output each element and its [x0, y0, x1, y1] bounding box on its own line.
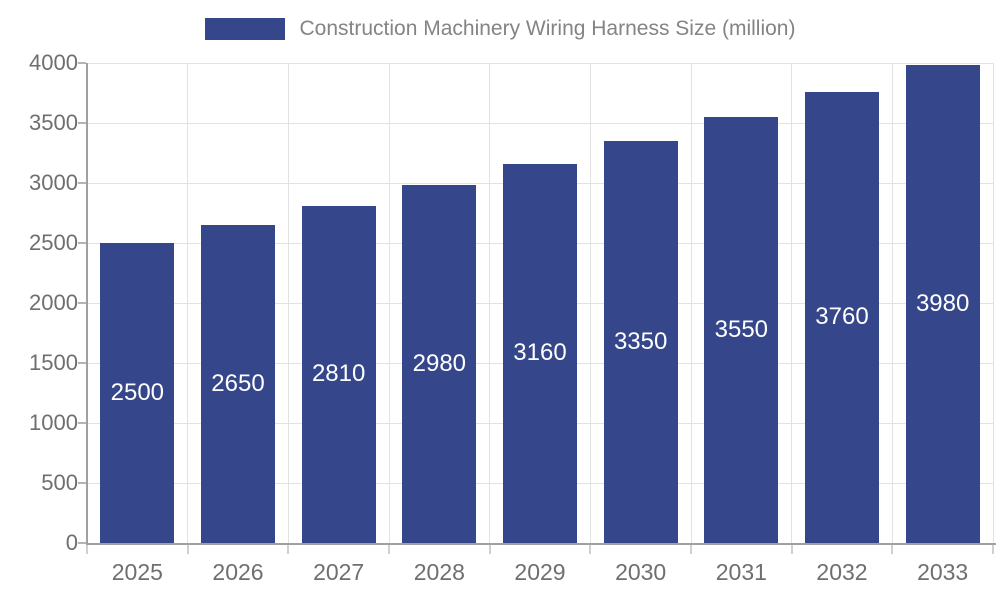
- x-axis-tick: [488, 545, 491, 554]
- bar-value-label: 2650: [211, 370, 265, 397]
- gridline-vertical: [690, 63, 692, 543]
- x-axis-tick-label: 2033: [917, 559, 969, 585]
- bar-2032[interactable]: 3760: [805, 91, 879, 543]
- x-axis-tick: [690, 545, 692, 554]
- y-axis-tick-label: 4000: [29, 50, 78, 75]
- gridline-vertical: [489, 63, 491, 543]
- y-axis-tick: [78, 182, 86, 184]
- x-axis-tick: [589, 545, 592, 554]
- bar-value-label: 2980: [412, 350, 467, 378]
- y-axis-tick: [78, 362, 86, 364]
- gridline-vertical: [992, 63, 994, 543]
- legend[interactable]: Construction Machinery Wiring Harness Si…: [0, 14, 1000, 44]
- y-axis-tick: [78, 482, 86, 484]
- gridline-vertical: [287, 63, 289, 543]
- y-axis-tick-label: 2500: [29, 230, 78, 255]
- x-axis-tick-label: 2029: [514, 559, 566, 585]
- y-axis-tick-label: 500: [41, 470, 78, 495]
- x-axis-tick-label: 2032: [816, 559, 868, 585]
- x-axis-tick-label: 2030: [615, 559, 667, 585]
- bar-2025[interactable]: 2500: [100, 243, 175, 543]
- bar-2033[interactable]: 3980: [905, 65, 980, 543]
- bar-2028[interactable]: 2980: [402, 185, 477, 543]
- bar-value-label: 3550: [714, 316, 769, 343]
- y-axis-tick-label: 3500: [29, 110, 78, 135]
- bar-value-label: 2810: [311, 360, 366, 388]
- bar-value-label: 3760: [815, 303, 869, 331]
- x-axis-tick: [388, 545, 390, 554]
- y-axis-tick-label: 2000: [29, 290, 78, 315]
- y-axis-tick-label: 1500: [29, 350, 78, 375]
- gridline-vertical: [791, 63, 793, 543]
- bar-2030[interactable]: 3350: [603, 141, 678, 543]
- bar-2026[interactable]: 2650: [201, 225, 275, 543]
- y-axis-tick: [78, 542, 86, 544]
- x-axis-tick: [287, 545, 290, 554]
- plot-area: 2500 2650 2810 2980 3160 3350 3550 3760 3980: [87, 62, 994, 543]
- x-axis-tick-label: 2031: [715, 559, 767, 585]
- x-axis-line: [86, 543, 996, 545]
- bar-value-label: 3350: [613, 328, 668, 355]
- y-axis-tick: [78, 62, 86, 64]
- x-axis-tick: [186, 545, 189, 554]
- y-axis-tick: [78, 242, 86, 244]
- gridline-vertical: [891, 63, 893, 543]
- legend-label: Construction Machinery Wiring Harness Si…: [299, 17, 796, 40]
- y-axis-tick-label: 0: [65, 530, 78, 555]
- bar-value-label: 3160: [513, 339, 567, 367]
- gridline-horizontal: [87, 62, 993, 64]
- y-axis-tick-label: 3000: [29, 170, 78, 195]
- x-axis-tick-label: 2025: [111, 559, 163, 585]
- x-axis-tick-label: 2028: [413, 559, 465, 585]
- x-axis-tick: [790, 545, 793, 554]
- x-axis-tick: [891, 545, 894, 554]
- y-axis-tick-label: 1000: [29, 410, 78, 435]
- y-axis-line: [86, 63, 88, 545]
- x-axis-tick: [992, 545, 994, 554]
- gridline-vertical: [388, 63, 390, 543]
- x-axis-tick-label: 2027: [313, 559, 365, 585]
- bar-value-label: 3980: [915, 290, 970, 318]
- gridline-vertical: [187, 63, 189, 543]
- legend-swatch: [204, 18, 285, 40]
- bar-2027[interactable]: 2810: [301, 205, 376, 543]
- bar-value-label: 2500: [110, 379, 165, 406]
- x-axis-tick: [86, 545, 88, 554]
- x-axis-tick-label: 2026: [212, 559, 264, 585]
- bar-2031[interactable]: 3550: [704, 117, 779, 543]
- gridline-vertical: [589, 63, 591, 543]
- y-axis-tick: [78, 422, 86, 424]
- y-axis-tick: [78, 302, 86, 304]
- y-axis-tick: [78, 122, 86, 124]
- bar-2029[interactable]: 3160: [503, 163, 577, 543]
